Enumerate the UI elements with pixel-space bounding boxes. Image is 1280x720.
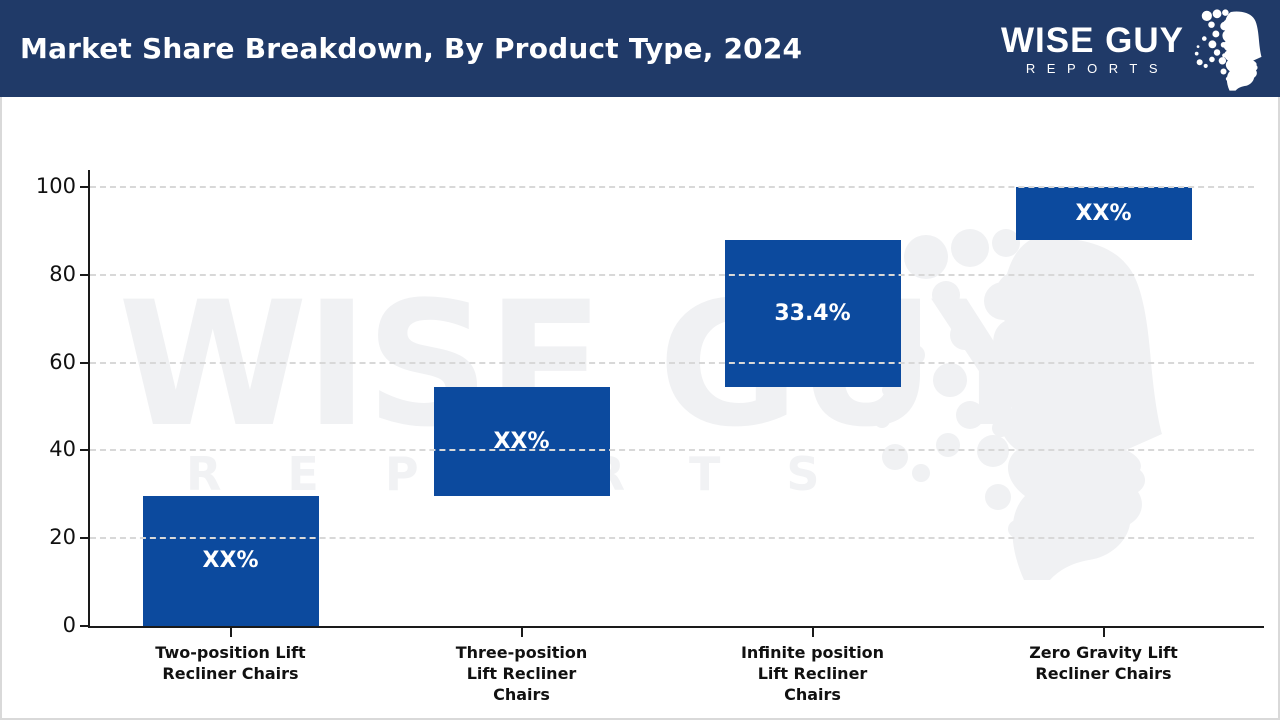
bar-value-label-4: XX%	[1075, 201, 1132, 227]
y-tick-40	[80, 449, 88, 452]
y-tick-label-100: 100	[35, 174, 76, 198]
logo-wordmark: WISE GUY	[1000, 20, 1184, 60]
y-tick-100	[80, 186, 88, 188]
gridline-100	[90, 186, 1254, 188]
category-label-4: Zero Gravity Lift Recliner Chairs	[1029, 643, 1178, 684]
x-tick-2	[520, 628, 523, 637]
x-tick-1	[229, 628, 232, 637]
bar-segment-2: XX%	[433, 386, 610, 496]
bar-segment-3: 33.4%	[724, 240, 901, 387]
logo-dot-head-icon	[1190, 5, 1264, 93]
bar-value-label-3: 33.4%	[774, 300, 851, 326]
chart-area: WISE GUY REPORTS 020406080100XX%Two-posi…	[0, 97, 1280, 720]
y-tick-20	[80, 537, 88, 540]
logo-subtitle: REPORTS	[1025, 60, 1170, 76]
y-tick-80	[80, 273, 88, 276]
category-label-1: Two-position Lift Recliner Chairs	[155, 643, 306, 684]
gridline-60	[90, 361, 1254, 364]
gridline-80	[90, 273, 1254, 276]
bar-segment-1: XX%	[142, 495, 319, 626]
gridline-20	[90, 537, 1254, 540]
y-tick-0	[80, 625, 88, 627]
category-label-3: Infinite position Lift Recliner Chairs	[740, 643, 885, 705]
y-tick-label-60: 60	[49, 349, 76, 374]
bar-value-label-1: XX%	[202, 548, 259, 574]
y-tick-label-20: 20	[49, 525, 76, 550]
watermark-dot-head-icon	[858, 210, 1168, 590]
wise-guy-logo: WISE GUY REPORTS	[1001, 5, 1264, 93]
category-label-2: Three-position Lift Recliner Chairs	[455, 643, 588, 705]
y-tick-60	[80, 361, 88, 364]
x-tick-4	[1102, 628, 1105, 637]
logo-text: WISE GUY REPORTS	[1001, 23, 1184, 75]
y-tick-label-80: 80	[49, 261, 76, 286]
gridline-40	[90, 449, 1254, 452]
header-bar: Market Share Breakdown, By Product Type,…	[0, 0, 1280, 97]
x-tick-3	[811, 628, 814, 637]
y-tick-label-40: 40	[49, 437, 76, 462]
x-axis-line	[88, 626, 1264, 628]
y-axis-line	[88, 170, 90, 628]
bar-segment-4: XX%	[1015, 187, 1192, 241]
y-tick-label-0: 0	[62, 613, 76, 637]
chart-title: Market Share Breakdown, By Product Type,…	[20, 32, 803, 65]
